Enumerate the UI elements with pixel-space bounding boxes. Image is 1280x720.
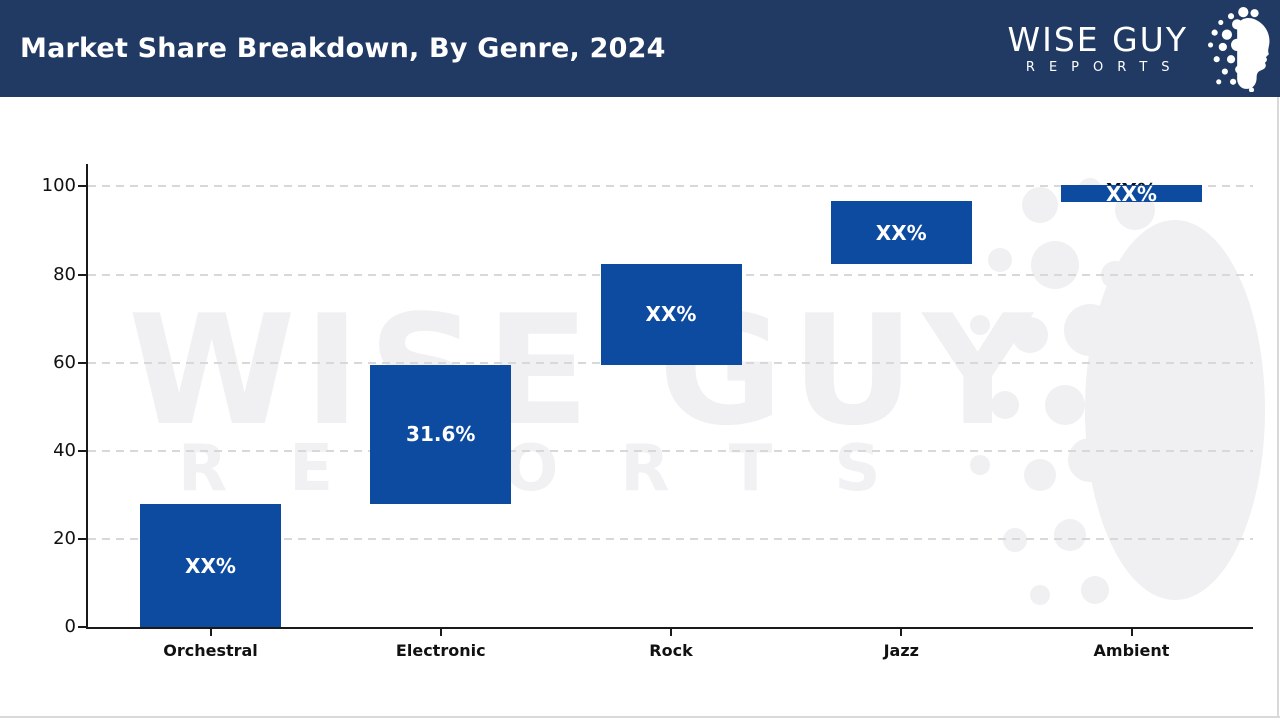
header-bar: Market Share Breakdown, By Genre, 2024 W… (0, 0, 1280, 97)
wiseguy-logo: WISE GUY REPORTS (1007, 6, 1280, 92)
bar-electronic: 31.6% (370, 364, 512, 505)
y-axis-line (86, 164, 88, 629)
x-label-electronic: Electronic (395, 641, 486, 660)
bar-label-rock: XX% (645, 302, 697, 327)
y-tick-100 (78, 185, 86, 188)
page-right-border (1277, 97, 1279, 718)
x-tick-jazz (900, 629, 903, 636)
gridline-100 (88, 185, 1253, 188)
x-label-rock: Rock (649, 641, 693, 660)
bar-ambient: XX% (1061, 182, 1202, 206)
gridline-40 (88, 449, 1253, 452)
x-label-orchestral: Orchestral (163, 641, 258, 660)
chart-title: Market Share Breakdown, By Genre, 2024 (20, 33, 666, 64)
watermark-head-icon (970, 178, 1265, 605)
bar-label-electronic: 31.6% (406, 422, 476, 447)
bar-jazz: XX% (830, 200, 972, 265)
y-tick-label-80: 80 (53, 263, 76, 285)
logo-wordmark-block: WISE GUY REPORTS (1007, 19, 1188, 76)
y-tick-20 (78, 537, 86, 540)
x-tick-rock (670, 629, 672, 636)
y-tick-60 (78, 361, 86, 364)
y-tick-label-20: 20 (53, 527, 76, 549)
y-tick-80 (78, 273, 86, 276)
y-tick-label-60: 60 (53, 351, 76, 373)
x-label-jazz: Jazz (883, 641, 919, 660)
y-tick-label-100: 100 (41, 175, 76, 197)
watermark-subtext: REPORTS (178, 432, 943, 506)
bar-label-ambient: XX% (1106, 181, 1157, 206)
watermark-wordmark: WISE GUY (128, 282, 1041, 459)
x-tick-electronic (439, 629, 442, 636)
x-tick-orchestral (209, 629, 212, 636)
x-axis-line (86, 627, 1253, 629)
x-label-ambient: Ambient (1093, 641, 1170, 660)
page-bottom-border (0, 716, 1280, 718)
x-tick-ambient (1130, 629, 1133, 636)
gridline-20 (88, 537, 1253, 540)
bar-label-jazz: XX% (875, 220, 927, 245)
y-tick-label-40: 40 (53, 439, 76, 461)
bar-orchestral: XX% (140, 504, 281, 627)
logo-head-icon (1207, 6, 1270, 92)
logo-wordmark: WISE GUY (1007, 19, 1188, 59)
y-tick-40 (78, 449, 86, 452)
bar-rock: XX% (600, 263, 742, 365)
y-tick-label-0: 0 (64, 616, 76, 637)
y-tick-0 (78, 626, 86, 628)
bar-label-orchestral: XX% (185, 553, 236, 578)
logo-subtext: REPORTS (1025, 59, 1184, 75)
